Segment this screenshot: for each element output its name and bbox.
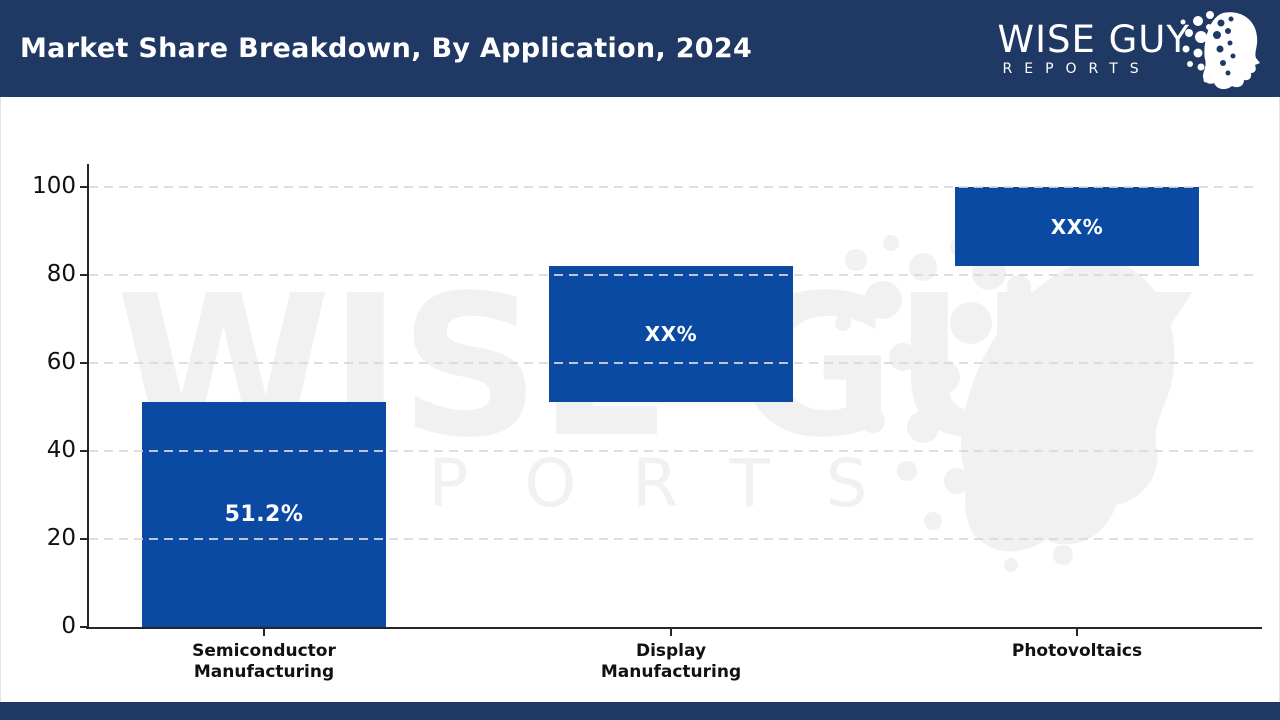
header: Market Share Breakdown, By Application, … — [0, 0, 1280, 97]
brand-logo: WISE GUY REPORTS — [998, 7, 1262, 91]
page-title: Market Share Breakdown, By Application, … — [20, 33, 753, 64]
logo-text: WISE GUY REPORTS — [998, 21, 1190, 77]
logo-sub-text: REPORTS — [1002, 60, 1151, 77]
y-tick-label: 20 — [46, 525, 76, 551]
logo-brand-text: WISE GUY — [997, 17, 1190, 61]
y-tick-label: 60 — [46, 349, 76, 375]
bar-segment-1: 51.2% — [142, 401, 386, 627]
footer-bar — [0, 702, 1280, 720]
y-tick-label: 100 — [32, 173, 76, 199]
x-category-label: Photovoltaics — [1011, 641, 1143, 661]
x-category-label: Semiconductor Manufacturing — [192, 641, 336, 682]
bar-value-label: XX% — [644, 321, 698, 346]
bar-segment-3: XX% — [955, 187, 1199, 267]
bar-value-label: 51.2% — [224, 501, 304, 527]
bar-segment-2: XX% — [549, 266, 793, 402]
y-tick-label: 80 — [46, 261, 76, 287]
y-tick-label: 40 — [46, 437, 76, 463]
watermark-head-icon — [835, 235, 1175, 572]
y-tick-label: 0 — [61, 613, 76, 639]
x-category-label: Display Manufacturing — [600, 641, 742, 682]
bar-value-label: XX% — [1050, 214, 1104, 239]
logo-head-icon — [1180, 10, 1260, 89]
